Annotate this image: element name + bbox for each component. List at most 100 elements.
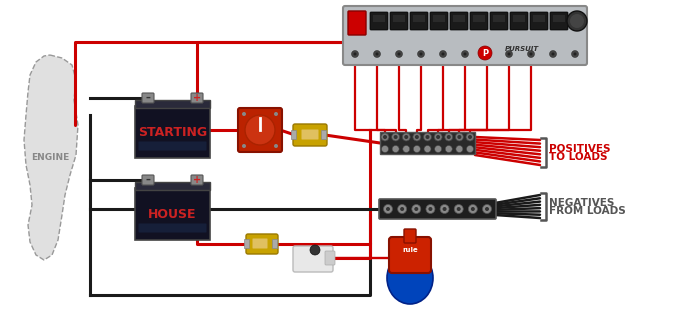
Circle shape bbox=[274, 112, 278, 116]
Circle shape bbox=[440, 50, 447, 57]
FancyBboxPatch shape bbox=[533, 15, 545, 22]
FancyBboxPatch shape bbox=[530, 12, 548, 30]
FancyBboxPatch shape bbox=[380, 132, 475, 154]
Circle shape bbox=[417, 50, 424, 57]
Circle shape bbox=[468, 135, 472, 139]
Circle shape bbox=[482, 205, 491, 214]
FancyBboxPatch shape bbox=[470, 12, 488, 30]
FancyBboxPatch shape bbox=[272, 239, 277, 248]
Circle shape bbox=[484, 50, 491, 57]
FancyBboxPatch shape bbox=[493, 15, 505, 22]
Text: POSITIVES: POSITIVES bbox=[549, 145, 610, 154]
FancyBboxPatch shape bbox=[291, 130, 296, 139]
Circle shape bbox=[570, 14, 584, 28]
Circle shape bbox=[529, 52, 533, 55]
Circle shape bbox=[398, 205, 407, 214]
Circle shape bbox=[415, 135, 419, 139]
Circle shape bbox=[567, 11, 587, 31]
Circle shape bbox=[392, 146, 399, 152]
Circle shape bbox=[393, 135, 398, 139]
Circle shape bbox=[571, 50, 578, 57]
Circle shape bbox=[436, 135, 440, 139]
Circle shape bbox=[454, 205, 463, 214]
Circle shape bbox=[463, 52, 466, 55]
FancyBboxPatch shape bbox=[348, 11, 366, 35]
Circle shape bbox=[445, 146, 452, 152]
Circle shape bbox=[505, 50, 512, 57]
Text: STARTING: STARTING bbox=[138, 126, 207, 140]
Text: HOUSE: HOUSE bbox=[148, 209, 197, 221]
Circle shape bbox=[354, 52, 356, 55]
Text: ENGINE: ENGINE bbox=[31, 153, 69, 162]
Text: P: P bbox=[482, 49, 488, 57]
Circle shape bbox=[351, 50, 358, 57]
FancyBboxPatch shape bbox=[253, 239, 267, 248]
Circle shape bbox=[435, 146, 442, 152]
Text: +: + bbox=[193, 93, 201, 103]
Circle shape bbox=[384, 205, 393, 214]
FancyBboxPatch shape bbox=[293, 246, 333, 272]
Circle shape bbox=[413, 133, 421, 141]
FancyBboxPatch shape bbox=[139, 142, 206, 150]
Text: TO LOADS: TO LOADS bbox=[549, 152, 608, 162]
Circle shape bbox=[468, 205, 477, 214]
Circle shape bbox=[426, 135, 430, 139]
Circle shape bbox=[419, 52, 423, 55]
Text: –: – bbox=[146, 93, 150, 103]
Circle shape bbox=[471, 207, 475, 211]
FancyBboxPatch shape bbox=[510, 12, 528, 30]
Circle shape bbox=[374, 50, 381, 57]
Circle shape bbox=[466, 133, 474, 141]
FancyBboxPatch shape bbox=[191, 93, 203, 103]
Circle shape bbox=[442, 207, 447, 211]
FancyBboxPatch shape bbox=[410, 12, 428, 30]
Circle shape bbox=[400, 207, 404, 211]
Circle shape bbox=[402, 146, 409, 152]
Text: +: + bbox=[193, 175, 201, 185]
Circle shape bbox=[478, 46, 492, 60]
FancyBboxPatch shape bbox=[452, 15, 466, 22]
Circle shape bbox=[245, 115, 275, 145]
Circle shape bbox=[242, 144, 246, 148]
Circle shape bbox=[461, 50, 468, 57]
FancyBboxPatch shape bbox=[412, 15, 426, 22]
Text: FROM LOADS: FROM LOADS bbox=[549, 207, 626, 216]
Circle shape bbox=[434, 133, 442, 141]
FancyBboxPatch shape bbox=[302, 129, 318, 140]
FancyBboxPatch shape bbox=[389, 237, 431, 273]
Circle shape bbox=[424, 146, 431, 152]
FancyBboxPatch shape bbox=[321, 130, 326, 139]
Circle shape bbox=[424, 133, 431, 141]
FancyBboxPatch shape bbox=[370, 12, 388, 30]
Text: PURSUIT: PURSUIT bbox=[505, 46, 539, 52]
Circle shape bbox=[508, 52, 510, 55]
FancyBboxPatch shape bbox=[135, 188, 210, 240]
FancyBboxPatch shape bbox=[238, 108, 282, 152]
Circle shape bbox=[528, 50, 535, 57]
FancyBboxPatch shape bbox=[404, 229, 416, 243]
Circle shape bbox=[550, 50, 556, 57]
Circle shape bbox=[414, 146, 421, 152]
Circle shape bbox=[552, 52, 554, 55]
Circle shape bbox=[426, 205, 435, 214]
FancyBboxPatch shape bbox=[135, 106, 210, 158]
Circle shape bbox=[573, 52, 577, 55]
Circle shape bbox=[383, 135, 387, 139]
FancyBboxPatch shape bbox=[433, 15, 445, 22]
Circle shape bbox=[386, 207, 390, 211]
FancyBboxPatch shape bbox=[390, 12, 408, 30]
Circle shape bbox=[444, 133, 453, 141]
Ellipse shape bbox=[387, 252, 433, 304]
Text: –: – bbox=[146, 175, 150, 185]
Circle shape bbox=[456, 207, 461, 211]
Circle shape bbox=[486, 52, 489, 55]
Circle shape bbox=[428, 207, 433, 211]
FancyBboxPatch shape bbox=[293, 124, 327, 146]
Circle shape bbox=[456, 133, 463, 141]
Circle shape bbox=[398, 52, 400, 55]
Circle shape bbox=[274, 144, 278, 148]
FancyBboxPatch shape bbox=[393, 15, 405, 22]
Circle shape bbox=[382, 146, 388, 152]
FancyBboxPatch shape bbox=[550, 12, 568, 30]
FancyBboxPatch shape bbox=[490, 12, 508, 30]
